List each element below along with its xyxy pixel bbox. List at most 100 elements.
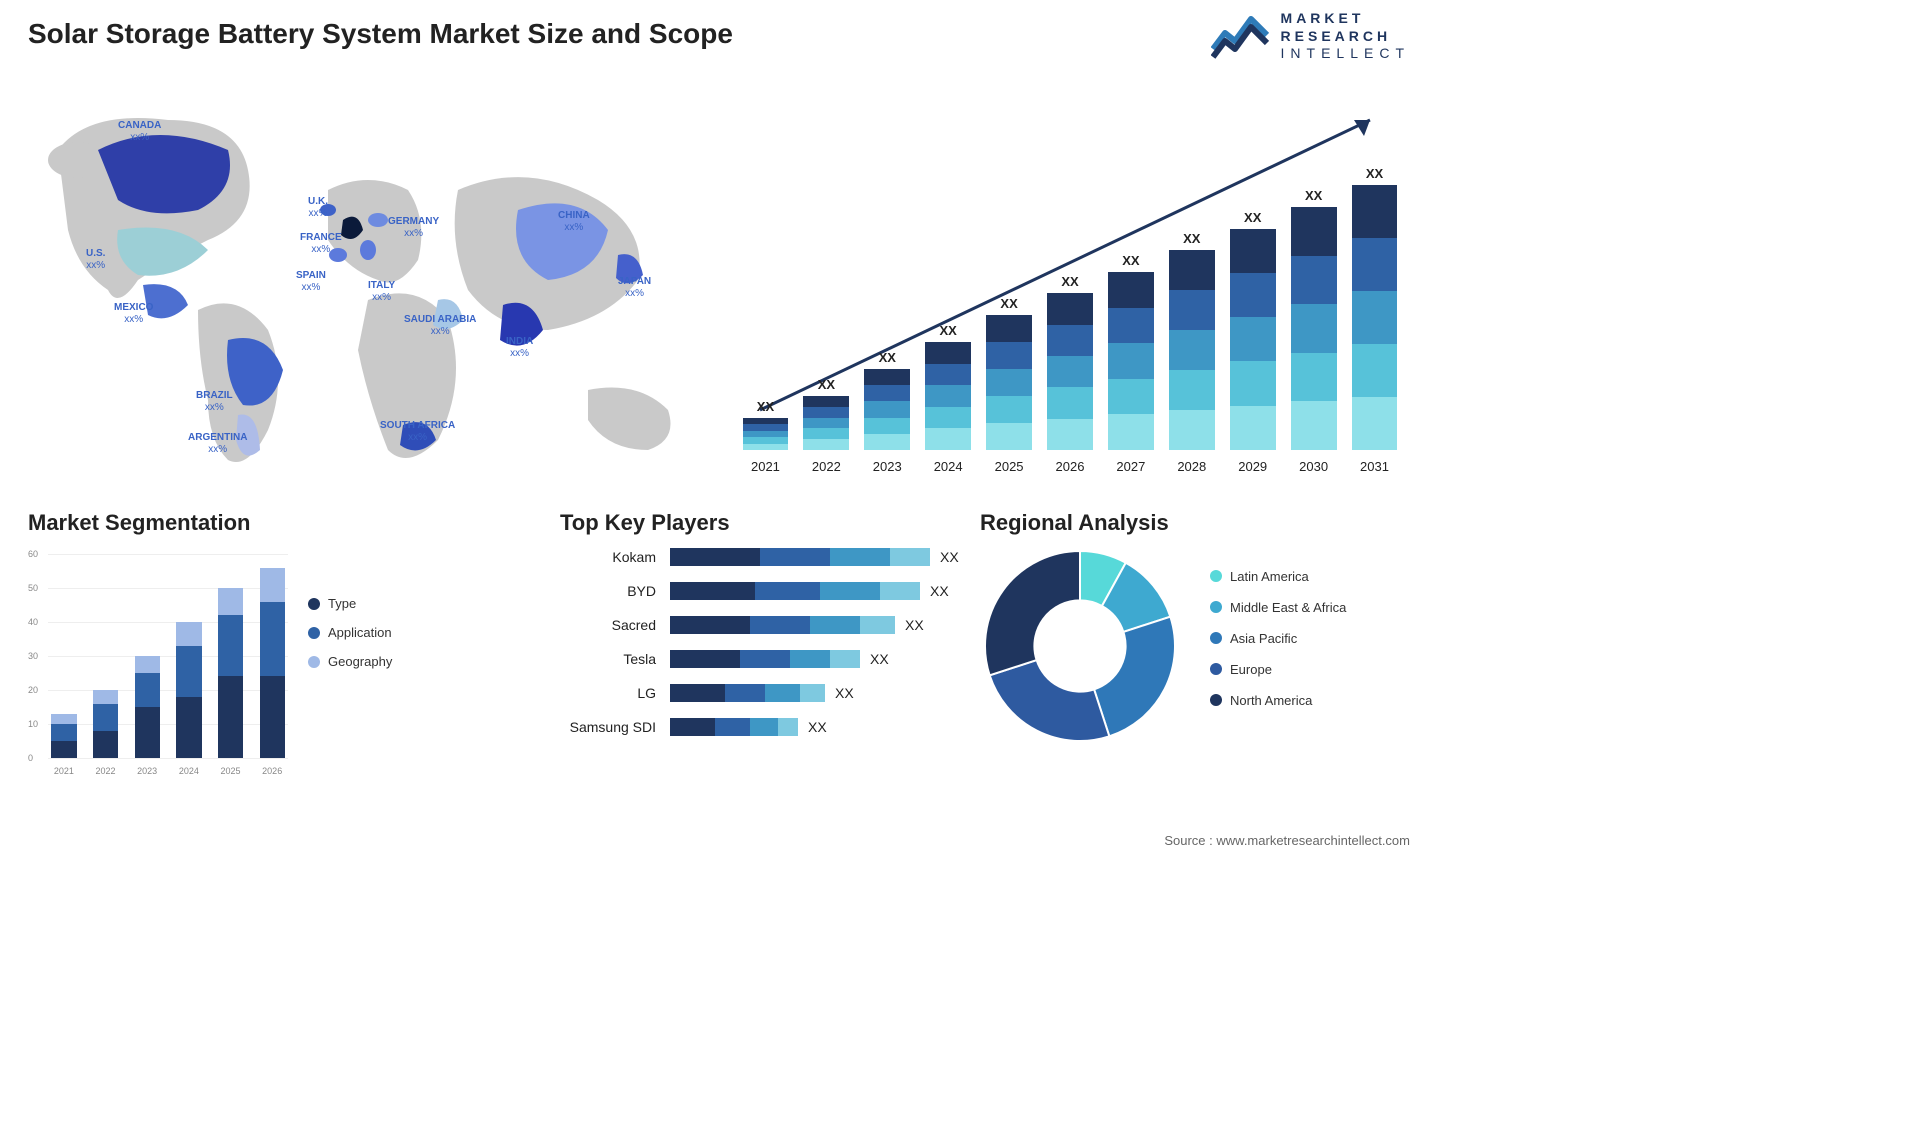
seg-year-label: 2026 [256, 766, 288, 776]
regional-title: Regional Analysis [980, 510, 1410, 536]
seg-ytick: 10 [28, 719, 38, 729]
legend-dot-icon [1210, 663, 1222, 675]
growth-bar-segment [1108, 272, 1154, 308]
growth-bar-segment [1169, 250, 1215, 290]
key-player-bar [670, 616, 895, 634]
legend-label: North America [1230, 693, 1312, 708]
key-player-bar-segment [800, 684, 825, 702]
seg-bar-segment [51, 741, 76, 758]
growth-bar-segment [1169, 370, 1215, 410]
regional-legend: Latin AmericaMiddle East & AfricaAsia Pa… [1210, 569, 1346, 724]
growth-bar-segment [1352, 185, 1398, 238]
regional-panel: Regional Analysis Latin AmericaMiddle Ea… [980, 510, 1410, 810]
legend-dot-icon [1210, 694, 1222, 706]
seg-bar-segment [218, 588, 243, 615]
growth-bar-segment [864, 385, 910, 401]
seg-ytick: 30 [28, 651, 38, 661]
seg-bar [90, 690, 122, 758]
growth-bar: XX [1166, 231, 1217, 450]
country-label: SPAINxx% [296, 270, 326, 293]
growth-bar-segment [803, 439, 849, 450]
key-player-bar [670, 650, 860, 668]
country-label: U.S.xx% [86, 248, 105, 271]
key-player-value: XX [930, 583, 949, 599]
seg-year-label: 2024 [173, 766, 205, 776]
growth-bar-value: XX [1305, 188, 1322, 203]
growth-chart-panel: XXXXXXXXXXXXXXXXXXXXXX 20212022202320242… [730, 100, 1410, 480]
key-player-bar-segment [670, 684, 725, 702]
growth-bar-segment [803, 396, 849, 407]
key-player-row: Samsung SDIXX [560, 716, 990, 738]
growth-bar-segment [864, 401, 910, 417]
growth-bar: XX [923, 323, 974, 450]
growth-bar-segment [1230, 361, 1276, 405]
country-label: SOUTH AFRICAxx% [380, 420, 455, 443]
key-player-row: SacredXX [560, 614, 990, 636]
growth-year-label: 2025 [984, 459, 1035, 474]
legend-item: Type [308, 596, 392, 611]
key-player-row: LGXX [560, 682, 990, 704]
segmentation-title: Market Segmentation [28, 510, 448, 536]
growth-bar-segment [1108, 308, 1154, 344]
growth-bar-segment [1291, 304, 1337, 353]
country-label: JAPANxx% [618, 276, 651, 299]
donut-slice [985, 551, 1080, 675]
seg-bar-segment [260, 676, 285, 758]
growth-bar-value: XX [1366, 166, 1383, 181]
seg-ytick: 50 [28, 583, 38, 593]
growth-bar-segment [1047, 356, 1093, 387]
legend-item: Europe [1210, 662, 1346, 677]
seg-bar [131, 656, 163, 758]
country-label: ITALYxx% [368, 280, 395, 303]
logo-mark-icon [1211, 11, 1271, 61]
seg-ytick: 40 [28, 617, 38, 627]
seg-ytick: 60 [28, 549, 38, 559]
key-player-name: Sacred [560, 617, 670, 633]
key-player-name: Kokam [560, 549, 670, 565]
legend-label: Europe [1230, 662, 1272, 677]
legend-dot-icon [1210, 601, 1222, 613]
world-map-panel: CANADAxx%U.S.xx%MEXICOxx%BRAZILxx%ARGENT… [28, 80, 708, 480]
growth-bar-segment [1291, 207, 1337, 256]
growth-year-label: 2023 [862, 459, 913, 474]
growth-bar-segment [986, 369, 1032, 396]
legend-item: Geography [308, 654, 392, 669]
key-player-name: Tesla [560, 651, 670, 667]
growth-year-label: 2022 [801, 459, 852, 474]
segmentation-panel: Market Segmentation 0102030405060 202120… [28, 510, 448, 810]
growth-bar-segment [925, 364, 971, 386]
key-player-bar-segment [670, 650, 740, 668]
key-player-value: XX [870, 651, 889, 667]
seg-year-label: 2023 [131, 766, 163, 776]
key-player-bar-segment [890, 548, 930, 566]
seg-bar-segment [135, 707, 160, 758]
key-player-bar-segment [725, 684, 765, 702]
legend-item: Latin America [1210, 569, 1346, 584]
growth-bar: XX [1349, 166, 1400, 450]
key-player-bar-segment [830, 650, 860, 668]
growth-bar-segment [864, 418, 910, 434]
legend-label: Latin America [1230, 569, 1309, 584]
growth-bar-segment [1230, 273, 1276, 317]
key-player-bar-segment [810, 616, 860, 634]
growth-bar-segment [1047, 387, 1093, 418]
key-player-bar-segment [750, 616, 810, 634]
key-player-bar [670, 582, 920, 600]
key-player-bar-segment [740, 650, 790, 668]
growth-bar-value: XX [818, 377, 835, 392]
country-label: CANADAxx% [118, 120, 161, 143]
seg-bar-segment [176, 646, 201, 697]
logo-line3: INTELLECT [1281, 45, 1410, 63]
growth-bar-segment [1291, 401, 1337, 450]
growth-bar-segment [925, 385, 971, 407]
logo-line1: MARKET [1281, 10, 1410, 28]
key-players-rows: KokamXXBYDXXSacredXXTeslaXXLGXXSamsung S… [560, 546, 990, 738]
growth-bar: XX [801, 377, 852, 450]
growth-bar-segment [986, 396, 1032, 423]
growth-bar: XX [740, 399, 791, 450]
growth-year-label: 2030 [1288, 459, 1339, 474]
key-player-bar-segment [760, 548, 830, 566]
growth-chart: XXXXXXXXXXXXXXXXXXXXXX 20212022202320242… [730, 100, 1410, 480]
seg-bar [173, 622, 205, 758]
key-player-bar-segment [715, 718, 750, 736]
